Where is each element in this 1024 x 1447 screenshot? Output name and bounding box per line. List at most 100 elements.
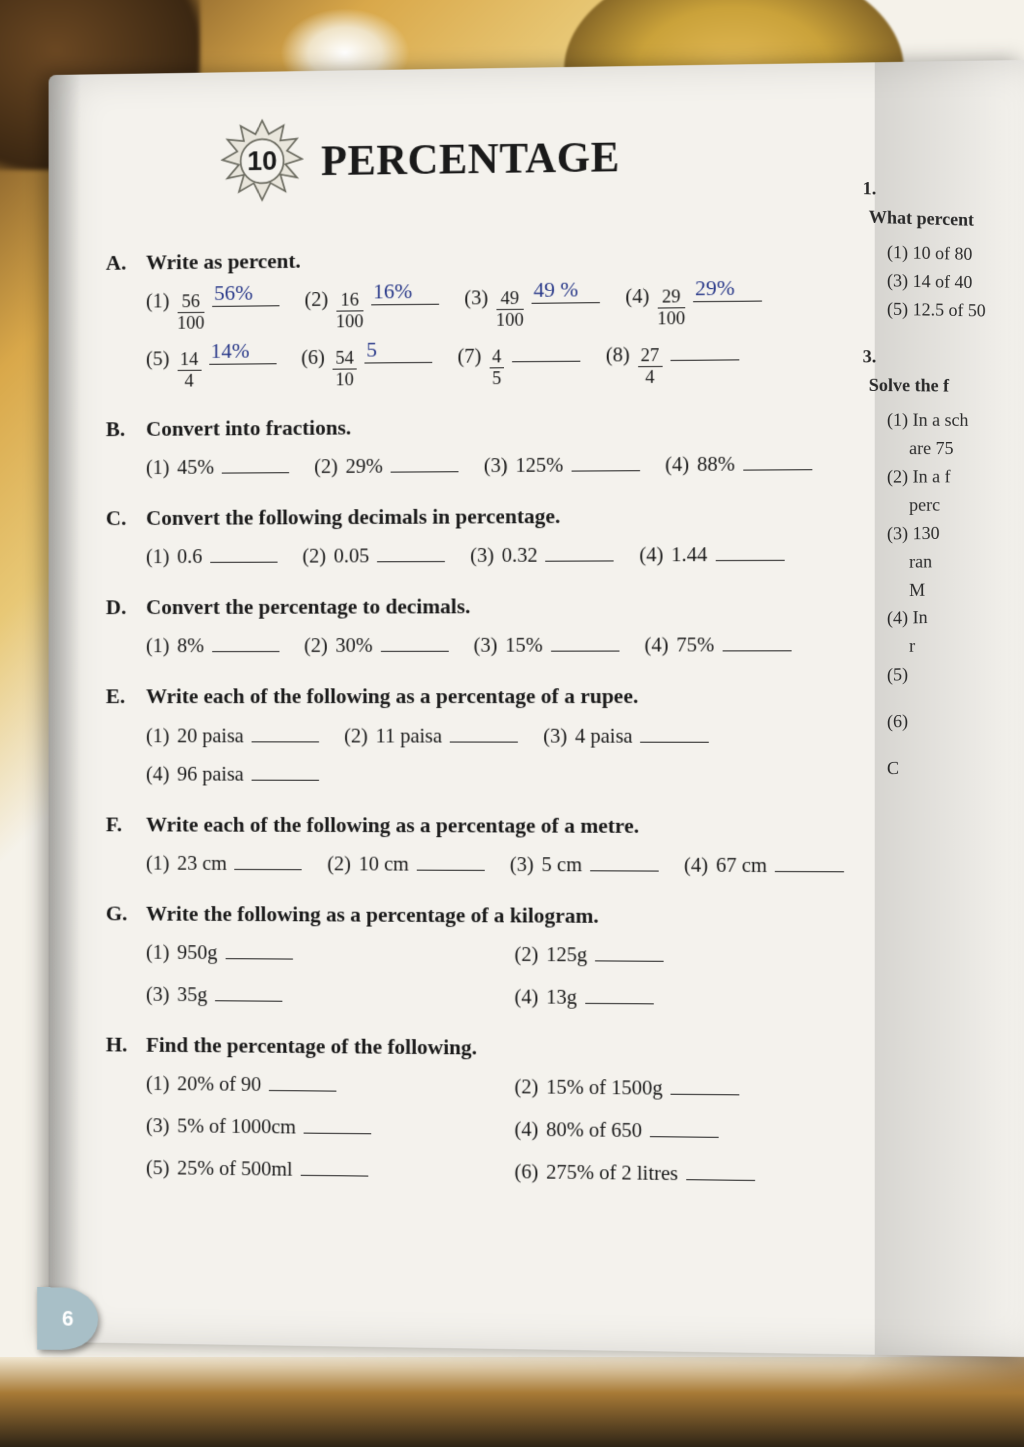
section-items: (1)950g(2)125g(3)35g(4)13g — [146, 936, 850, 1012]
textbook-page: 10 PERCENTAGE 1. What percent (1) 10 of … — [49, 60, 1024, 1357]
exercise-item: (4)75% — [644, 629, 791, 658]
item-number: (5) — [146, 1156, 169, 1181]
answer-blank: 29% — [693, 279, 762, 303]
item-number: (1) — [146, 545, 169, 570]
item-text: 275% of 2 litres — [546, 1160, 678, 1186]
item-text: 35g — [177, 982, 207, 1007]
fraction-denominator: 4 — [177, 371, 201, 391]
exercise-item: (2)11 paisa — [344, 719, 518, 748]
handwritten-answer: 14% — [211, 338, 250, 364]
item-text: 950g — [177, 940, 217, 965]
item-text: 30% — [335, 634, 372, 659]
item-text: 75% — [676, 633, 714, 658]
handwritten-answer: 56% — [214, 280, 253, 306]
answer-blank: 14% — [209, 342, 276, 365]
exercise-item: (6) 5410 5 — [301, 340, 432, 389]
answer-blank — [269, 1068, 337, 1091]
item-number: (1) — [146, 1071, 169, 1096]
fraction-denominator: 4 — [638, 367, 663, 387]
item-text: 45% — [177, 455, 214, 480]
item-number: (6) — [301, 345, 325, 370]
page-number-tab: 6 — [37, 1287, 98, 1350]
exercise-item: (3) 35g — [146, 978, 476, 1009]
exercise-item: (3)4910049 % — [464, 280, 600, 330]
exercise-item: (4)96 paisa — [146, 758, 319, 787]
exercise-item: (3)125% — [484, 449, 640, 479]
chapter-title: PERCENTAGE — [321, 131, 620, 185]
section-letter: A. — [106, 250, 133, 276]
item-number: (3) — [146, 982, 169, 1007]
answer-blank: 49 % — [532, 280, 600, 304]
exercise-item: (4)2910029% — [625, 279, 762, 329]
answer-blank — [235, 847, 302, 870]
item-number: (6) — [514, 1160, 538, 1185]
fraction-denominator: 10 — [333, 370, 357, 390]
item-text: 0.6 — [177, 545, 202, 570]
item-text: 8% — [177, 634, 204, 659]
answer-blank: 5 — [364, 340, 432, 363]
item-text: 20 paisa — [177, 723, 244, 748]
exercise-item: (1)23 cm — [146, 847, 302, 876]
exercise-item: (3)15% — [474, 629, 619, 658]
exercise-item: (3)5% of 1000cm — [146, 1109, 476, 1141]
exercise-item: (4)13g — [514, 981, 849, 1012]
exercise-item: (4)1.44 — [639, 538, 784, 567]
fraction: 29100 — [657, 288, 685, 329]
answer-blank — [210, 540, 277, 563]
answer-blank — [571, 449, 640, 472]
fraction: 49100 — [496, 289, 524, 330]
facing-q3-opt: (3) 130 — [887, 519, 1018, 549]
answer-blank — [304, 1111, 372, 1134]
exercise-item: (2)15% of 1500g — [514, 1070, 849, 1102]
item-number: (4) — [639, 543, 663, 568]
section-header: A.Write as percent. — [106, 242, 850, 276]
item-number: (2) — [304, 634, 328, 659]
fraction-numerator: 16 — [336, 291, 364, 312]
facing-q1-opt: (3) 14 of 40 — [887, 267, 1018, 298]
section-letter: B. — [106, 417, 133, 443]
fraction-denominator: 5 — [489, 368, 504, 388]
section-title: Write each of the following as a percent… — [146, 684, 638, 710]
fraction-numerator: 54 — [333, 349, 357, 370]
section-letter: D. — [106, 595, 133, 621]
item-number: (2) — [302, 544, 326, 569]
facing-q3-title: Solve the f — [869, 372, 1018, 401]
section-header: F.Write each of the following as a perce… — [106, 811, 850, 839]
answer-blank — [380, 629, 448, 652]
section-title: Convert the following decimals in percen… — [146, 504, 560, 532]
answer-blank — [215, 979, 282, 1002]
facing-q3-opt: (1) In a sch — [887, 407, 1018, 436]
item-text: 88% — [697, 452, 735, 477]
item-number: (2) — [344, 723, 368, 748]
item-number: (4) — [665, 452, 689, 477]
item-number: (2) — [327, 851, 351, 876]
page-gutter-shadow — [49, 75, 81, 1343]
item-text: 0.32 — [502, 543, 538, 568]
facing-q3-opt: are 75 — [909, 435, 1018, 463]
section-title: Find the percentage of the following. — [146, 1032, 477, 1060]
section-letter: C. — [106, 506, 133, 532]
item-number: (4) — [146, 762, 169, 787]
item-number: (7) — [458, 344, 482, 369]
section-items: (1)5610056%(2)1610016%(3)4910049 %(4)291… — [146, 278, 850, 391]
item-number: (1) — [146, 634, 169, 659]
answer-blank — [585, 981, 654, 1004]
answer-blank — [222, 451, 289, 474]
fraction-denominator: 100 — [657, 308, 685, 328]
handwritten-answer: 49 % — [533, 277, 578, 303]
exercise-item: (2)1610016% — [305, 282, 440, 332]
item-number: (3) — [470, 543, 494, 568]
fraction-numerator: 4 — [489, 348, 504, 369]
exercise-item: (4) 88% — [665, 448, 812, 478]
item-text: 125% — [515, 453, 563, 478]
section-H: H.Find the percentage of the following.(… — [106, 1032, 1024, 1191]
item-number: (1) — [146, 456, 169, 481]
section-title: Write each of the following as a percent… — [146, 811, 639, 838]
item-text: 125g — [546, 942, 587, 967]
item-text: 23 cm — [177, 851, 227, 876]
answer-blank — [686, 1157, 755, 1181]
section-items: (1)20% of 90(2)15% of 1500g(3)5% of 1000… — [146, 1067, 850, 1188]
answer-blank — [670, 338, 739, 362]
answer-blank: 56% — [212, 284, 279, 307]
item-text: 10 cm — [359, 851, 409, 876]
